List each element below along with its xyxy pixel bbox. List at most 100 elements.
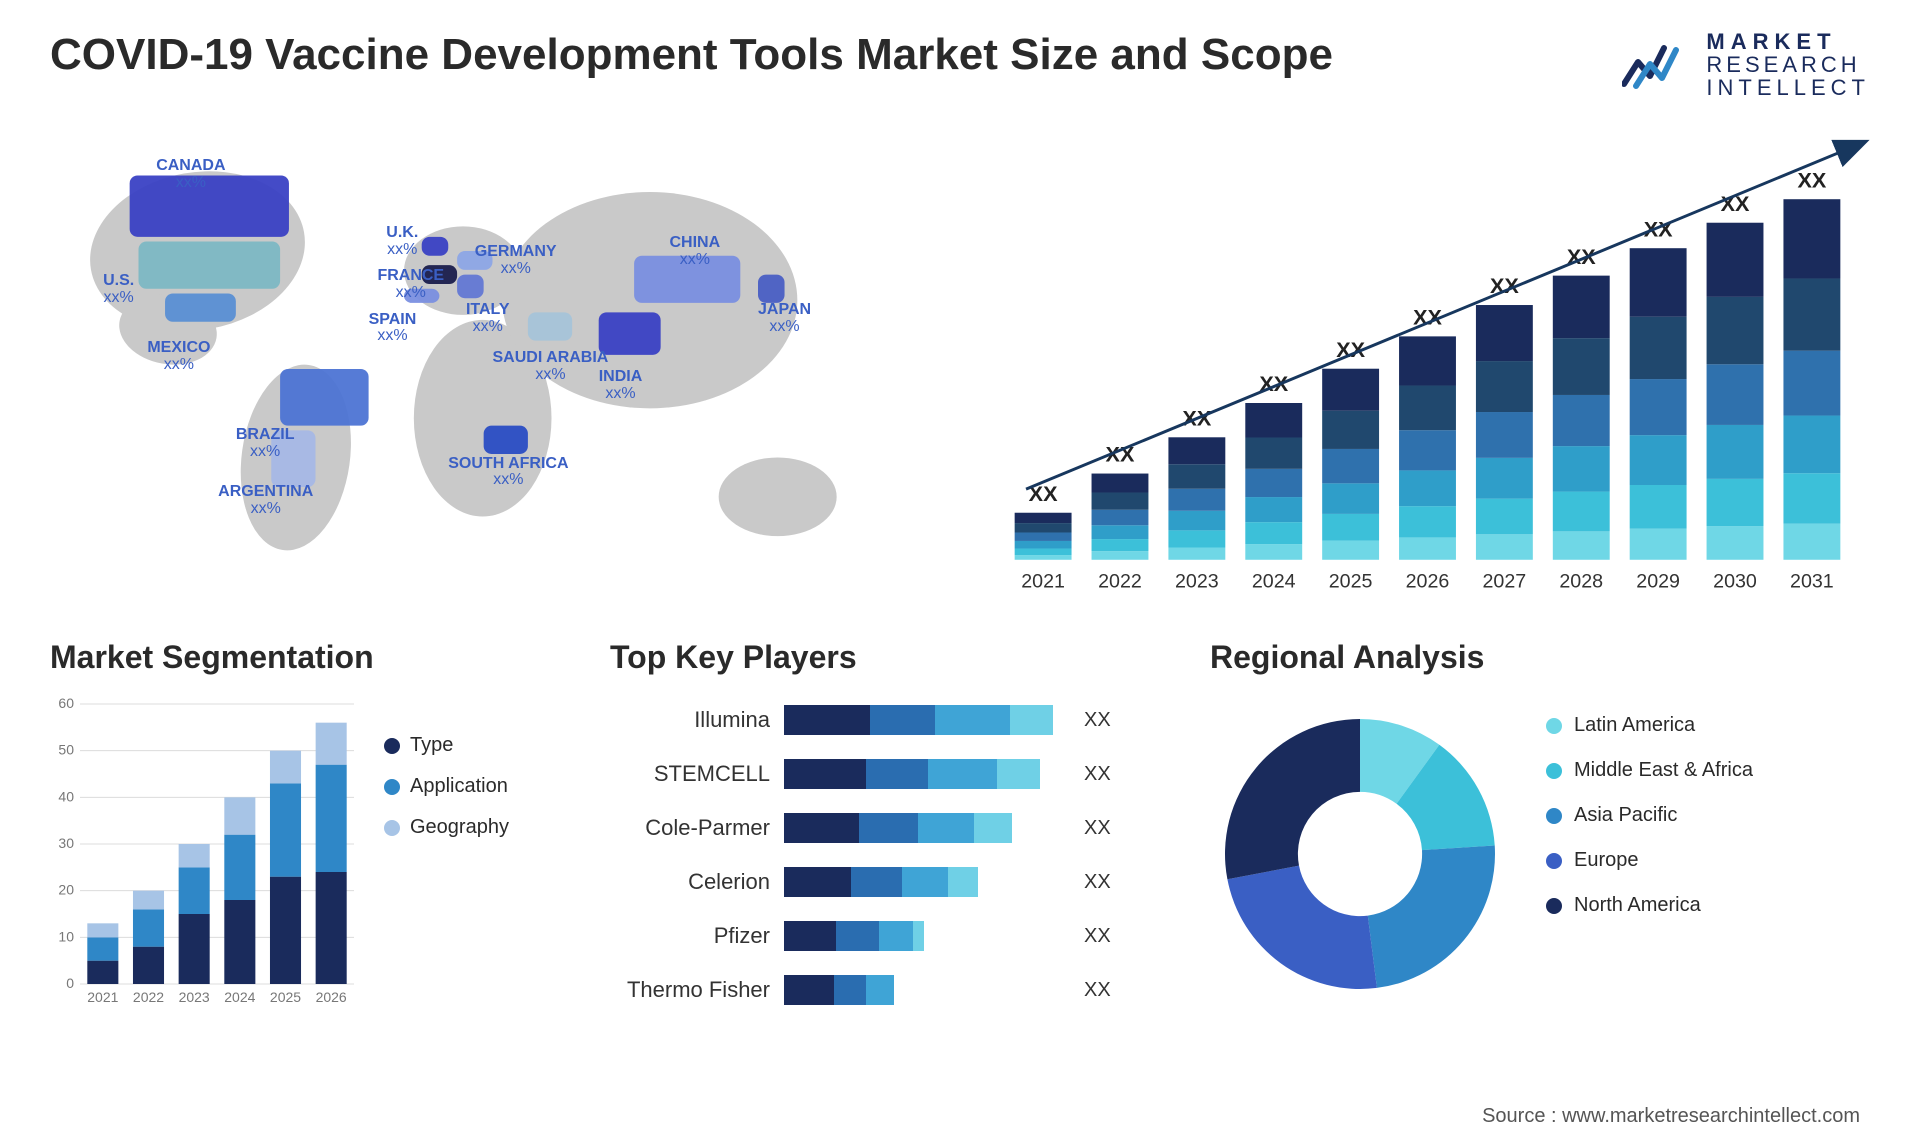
segmentation-title: Market Segmentation — [50, 639, 570, 676]
player-bar-seg — [918, 813, 974, 843]
player-bar-seg — [784, 975, 834, 1005]
regional-legend-item: Middle East & Africa — [1546, 759, 1753, 782]
growth-xlabel: 2021 — [1021, 571, 1065, 593]
player-bar-seg — [866, 759, 928, 789]
growth-bar-seg — [1707, 425, 1764, 479]
legend-dot-icon — [384, 779, 400, 795]
seg-bar-seg — [316, 765, 347, 872]
regional-panel: Regional Analysis Latin AmericaMiddle Ea… — [1210, 639, 1870, 1059]
legend-dot-icon — [1546, 853, 1562, 869]
regional-legend-label: North America — [1574, 894, 1701, 917]
growth-bar-seg — [1399, 337, 1456, 386]
regional-legend: Latin AmericaMiddle East & AfricaAsia Pa… — [1546, 704, 1753, 917]
growth-bar-seg — [1015, 549, 1072, 556]
player-bar-seg — [870, 705, 935, 735]
growth-bar-seg — [1707, 479, 1764, 526]
growth-bar-seg — [1783, 416, 1840, 474]
seg-bar-seg — [133, 910, 164, 947]
map-country-brazil — [280, 369, 369, 426]
player-bar-seg — [948, 867, 978, 897]
page-title: COVID-19 Vaccine Development Tools Marke… — [50, 30, 1333, 80]
seg-ytick: 0 — [66, 975, 74, 991]
player-bar — [784, 867, 1064, 897]
growth-bar-seg — [1322, 514, 1379, 541]
map-label-argentina: ARGENTINAxx% — [218, 484, 313, 518]
growth-bar-seg — [1245, 438, 1302, 469]
player-bar-seg — [834, 975, 866, 1005]
map-country-italy — [457, 275, 484, 299]
growth-chart-panel: XX2021XX2022XX2023XX2024XX2025XX2026XX20… — [985, 129, 1870, 609]
player-value: XX — [1078, 871, 1111, 894]
map-label-china: CHINAxx% — [670, 235, 721, 269]
growth-bar-seg — [1707, 223, 1764, 297]
growth-bar-seg — [1322, 449, 1379, 483]
seg-ytick: 20 — [58, 882, 74, 898]
regional-legend-item: Europe — [1546, 849, 1753, 872]
seg-ytick: 50 — [58, 742, 74, 758]
growth-xlabel: 2028 — [1559, 571, 1603, 593]
growth-bar-seg — [1476, 458, 1533, 499]
seg-bar-seg — [224, 798, 255, 835]
seg-ytick: 30 — [58, 835, 74, 851]
players-title: Top Key Players — [610, 639, 1170, 676]
players-chart: IlluminaXXSTEMCELLXXCole-ParmerXXCelerio… — [610, 694, 1170, 1010]
player-bar — [784, 921, 1064, 951]
donut-slice — [1368, 846, 1495, 988]
growth-xlabel: 2025 — [1329, 571, 1373, 593]
player-bar — [784, 975, 1064, 1005]
seg-bar-seg — [224, 835, 255, 900]
growth-bar-seg — [1092, 539, 1149, 551]
player-value: XX — [1078, 817, 1111, 840]
map-label-italy: ITALYxx% — [466, 302, 510, 336]
map-label-brazil: BRAZILxx% — [236, 427, 295, 461]
growth-xlabel: 2023 — [1175, 571, 1219, 593]
growth-bar-seg — [1245, 497, 1302, 522]
header: COVID-19 Vaccine Development Tools Marke… — [50, 30, 1870, 99]
logo: MARKET RESEARCH INTELLECT — [1622, 30, 1870, 99]
growth-bar-seg — [1399, 506, 1456, 537]
player-bar-seg — [784, 813, 859, 843]
legend-dot-icon — [384, 738, 400, 754]
seg-ytick: 10 — [58, 929, 74, 945]
seg-bar-seg — [316, 872, 347, 984]
player-bar-seg — [997, 759, 1040, 789]
growth-bar-seg — [1245, 403, 1302, 437]
seg-xlabel: 2024 — [224, 989, 255, 1005]
player-value: XX — [1078, 763, 1111, 786]
legend-dot-icon — [384, 820, 400, 836]
growth-bar-seg — [1630, 435, 1687, 485]
player-row: CelerionXX — [610, 862, 1170, 902]
growth-bar-seg — [1707, 365, 1764, 426]
map-label-france: FRANCExx% — [377, 268, 444, 302]
player-row: STEMCELL XX — [610, 754, 1170, 794]
seg-xlabel: 2025 — [270, 989, 301, 1005]
map-country-us — [139, 242, 281, 289]
growth-xlabel: 2026 — [1406, 571, 1450, 593]
player-bar-seg — [859, 813, 917, 843]
player-bar — [784, 705, 1064, 735]
seg-legend-label: Geography — [410, 816, 509, 839]
segmentation-legend: TypeApplicationGeography — [384, 694, 509, 1014]
growth-bar-seg — [1630, 317, 1687, 379]
donut-slice — [1225, 719, 1360, 879]
logo-line1: MARKET — [1706, 30, 1870, 53]
growth-bar-seg — [1399, 386, 1456, 431]
player-name: Cole-Parmer — [610, 815, 770, 841]
growth-xlabel: 2022 — [1098, 571, 1142, 593]
growth-bar-seg — [1015, 513, 1072, 523]
growth-bar-seg — [1092, 526, 1149, 540]
player-name: STEMCELL — [610, 761, 770, 787]
growth-xlabel: 2029 — [1636, 571, 1680, 593]
seg-bar-seg — [87, 924, 118, 938]
player-bar — [784, 813, 1064, 843]
growth-bar-seg — [1322, 411, 1379, 449]
growth-bar-seg — [1092, 474, 1149, 493]
growth-bar-seg — [1245, 522, 1302, 544]
player-row: Cole-Parmer XX — [610, 808, 1170, 848]
map-label-mexico: MEXICOxx% — [147, 340, 210, 374]
growth-bar-seg — [1476, 305, 1533, 361]
player-bar-seg — [784, 921, 836, 951]
player-bar-seg — [902, 867, 947, 897]
player-row: Thermo FisherXX — [610, 970, 1170, 1010]
map-label-india: INDIAxx% — [599, 369, 643, 403]
